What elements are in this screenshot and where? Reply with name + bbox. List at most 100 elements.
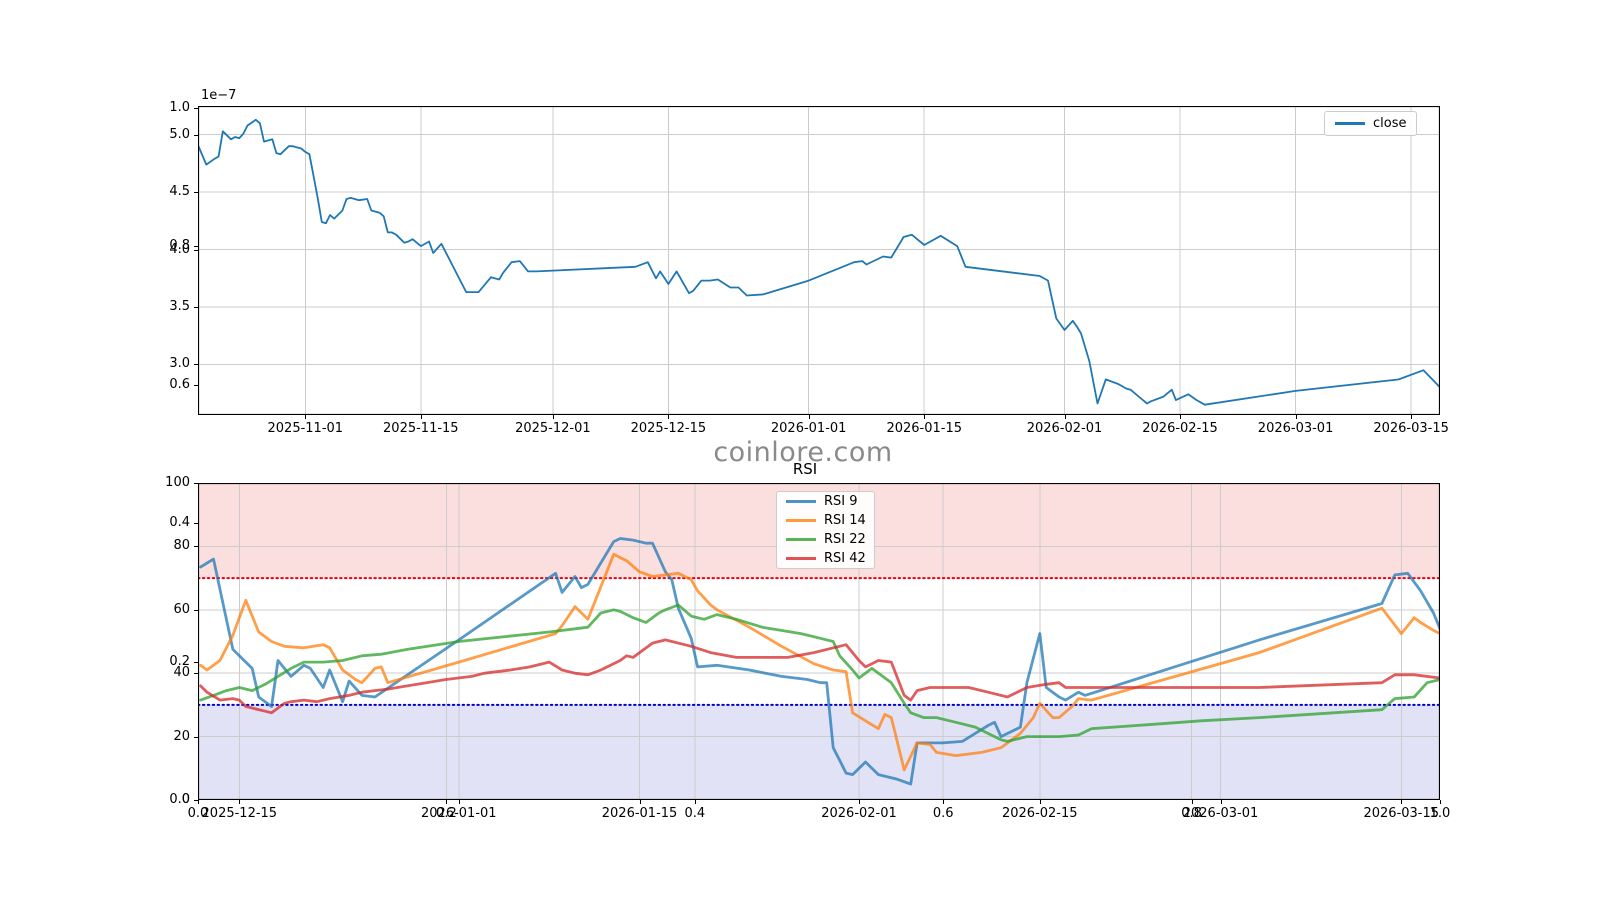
price-y-tick	[194, 307, 198, 309]
rsi-14-line-key	[786, 519, 816, 522]
price-x-tick-label: 2026-01-15	[886, 421, 962, 436]
rsi-x-tick	[1220, 800, 1222, 804]
rsi-x-tick	[1039, 800, 1041, 804]
price-x-tick-label: 2025-12-01	[515, 421, 591, 436]
bg-axis-x-tick-label: 0.6	[932, 806, 954, 821]
price-x-tick	[1411, 415, 1413, 419]
price-x-tick	[808, 415, 810, 419]
price-x-tick	[305, 415, 307, 419]
legend-item-close: close	[1325, 112, 1416, 135]
price-x-tick-label: 2026-02-15	[1142, 421, 1218, 436]
rsi-x-tick-label: 2026-01-15	[601, 806, 678, 821]
price-y-tick	[194, 134, 198, 136]
bg-axis-y-tick-label: 0.8	[169, 238, 190, 254]
rsi-y-tick-label: 100	[165, 475, 190, 490]
price-plot	[198, 106, 1440, 415]
legend-label: RSI 42	[824, 551, 866, 566]
price-x-tick-label: 2025-11-15	[383, 421, 459, 436]
rsi-y-tick	[194, 546, 198, 548]
series-rsi-22	[199, 603, 1440, 743]
price-x-tick	[1064, 415, 1066, 419]
bg-axis-x-tick-label: 0.4	[684, 806, 706, 821]
rsi-y-tick	[194, 609, 198, 611]
bg-axis-x-tick	[943, 800, 945, 804]
bg-axis-x-tick-label: 0.2	[436, 806, 457, 821]
rsi-x-tick-label: 2026-01-01	[421, 806, 497, 821]
price-x-tick	[924, 415, 926, 419]
price-y-tick-label: 4.5	[169, 184, 190, 200]
oversold-band	[198, 704, 1440, 800]
rsi-x-tick-label: 2025-12-15	[201, 806, 278, 821]
price-y-tick-label: 3.0	[169, 356, 190, 372]
series-rsi-42	[199, 638, 1440, 715]
rsi-x-tick	[458, 800, 460, 804]
rsi-y-tick	[194, 800, 198, 801]
rsi-y-tick	[194, 736, 198, 738]
bg-axis-y-tick-label: 0.2	[169, 653, 190, 669]
bg-axis-x-tick-label: 1.0	[1429, 806, 1451, 821]
rsi-x-tick-label: 2026-02-01	[821, 806, 897, 821]
price-x-tick	[1180, 415, 1182, 419]
bg-axis-x-tick-label: 0.8	[1181, 806, 1202, 821]
y-axis-offset-label: 1e−7	[201, 88, 237, 103]
bg-axis-y-tick-label: 0.0	[169, 792, 190, 807]
series-close	[198, 118, 1440, 406]
legend-item-rsi-22: RSI 22	[777, 530, 874, 549]
price-x-tick-label: 2025-12-15	[630, 421, 707, 436]
bg-axis-y-tick-label: 0.4	[169, 515, 190, 531]
legend-item-rsi-9: RSI 9	[777, 492, 874, 511]
price-x-tick	[552, 415, 554, 419]
gridlines	[198, 106, 1440, 415]
bg-axis-y-tick	[194, 384, 198, 386]
price-y-tick	[194, 364, 198, 366]
bg-axis-y-tick	[194, 108, 198, 109]
series-rsi-9	[199, 537, 1440, 786]
rsi-y-tick	[194, 673, 198, 675]
price-legend: close	[1324, 111, 1418, 136]
legend-item-rsi-14: RSI 14	[777, 511, 874, 530]
price-y-tick	[194, 192, 198, 194]
price-y-tick-label: 5.0	[169, 126, 190, 142]
bg-axis-x-tick	[1440, 800, 1441, 804]
legend-label: RSI 14	[824, 513, 866, 528]
bg-axis-y-tick	[194, 523, 198, 525]
rsi-y-tick-label: 0	[181, 792, 190, 807]
price-y-tick-label: 4.0	[169, 241, 190, 257]
rsi-42-line-key	[786, 557, 816, 560]
price-x-tick-label: 2026-03-15	[1373, 421, 1449, 436]
price-y-tick	[194, 249, 198, 251]
legend-label: RSI 9	[824, 494, 858, 509]
close-line-key	[1335, 122, 1365, 125]
bg-axis-y-tick-label: 1.0	[169, 100, 190, 115]
rsi-x-tick	[1401, 800, 1403, 804]
price-x-tick	[1295, 415, 1297, 419]
rsi-y-tick-label: 80	[173, 538, 190, 554]
watermark: coinlore.com	[713, 437, 893, 468]
rsi-y-tick-label: 40	[173, 665, 190, 681]
price-x-tick-label: 2026-03-01	[1257, 421, 1334, 436]
rsi-legend: RSI 9 RSI 14 RSI 22 RSI 42	[776, 491, 875, 569]
price-y-tick-label: 3.5	[169, 299, 190, 315]
bg-axis-y-tick-label: 0.6	[169, 376, 190, 392]
price-x-tick-label: 2026-02-01	[1026, 421, 1103, 436]
rsi-x-tick	[639, 800, 641, 804]
bg-axis-x-tick	[446, 800, 448, 804]
rsi-y-tick-label: 20	[173, 728, 190, 744]
rsi-x-tick-label: 2026-02-15	[1001, 806, 1078, 821]
price-spines	[198, 106, 1440, 415]
bg-axis-x-tick	[1191, 800, 1193, 804]
price-x-tick	[668, 415, 670, 419]
price-x-tick-label: 2025-11-01	[267, 421, 344, 436]
bg-axis-y-tick	[194, 661, 198, 663]
rsi-y-tick-label: 60	[173, 601, 190, 617]
bg-axis-x-tick-label: 0.0	[187, 806, 209, 821]
rsi-plot	[198, 483, 1440, 800]
price-x-tick-label: 2026-01-01	[770, 421, 847, 436]
rsi-chart-title: RSI	[792, 460, 818, 478]
rsi-spines	[198, 483, 1440, 800]
rsi-22-line-key	[786, 538, 816, 541]
bg-axis-x-tick	[694, 800, 696, 804]
rsi-x-tick-label: 2026-03-01	[1182, 806, 1259, 821]
legend-item-rsi-42: RSI 42	[777, 549, 874, 568]
